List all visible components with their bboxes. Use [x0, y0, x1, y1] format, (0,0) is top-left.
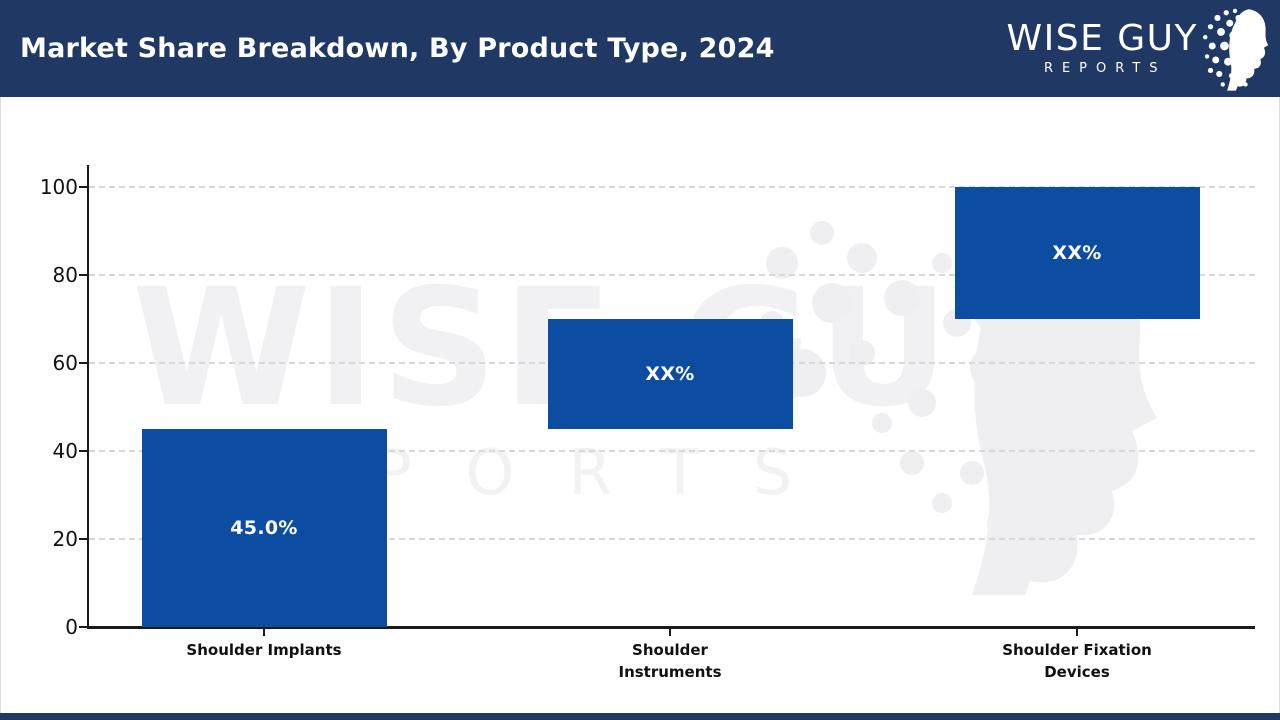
x-axis-spine — [87, 626, 1255, 629]
gridline — [89, 186, 1255, 188]
gridline — [89, 274, 1255, 276]
gridline — [89, 450, 1255, 452]
bar-value-label: XX% — [1052, 242, 1102, 264]
y-axis-tick — [79, 274, 87, 276]
bar-segment: XX% — [547, 319, 793, 429]
brand-logo: WISE GUY REPORTS — [1007, 6, 1280, 92]
x-axis-tick — [1076, 629, 1078, 636]
y-axis-tick-label: 0 — [65, 615, 78, 639]
page-title: Market Share Breakdown, By Product Type,… — [20, 33, 775, 64]
y-axis-tick-label: 40 — [52, 439, 78, 463]
bar-value-label: XX% — [645, 363, 695, 385]
footer-bar — [0, 713, 1280, 720]
brand-logo-text: WISE GUY REPORTS — [1006, 18, 1199, 77]
y-axis-spine — [87, 165, 89, 628]
x-axis-tick — [669, 629, 671, 636]
header: Market Share Breakdown, By Product Type,… — [0, 0, 1280, 97]
y-axis-tick-label: 100 — [39, 175, 78, 199]
y-axis-tick — [79, 450, 87, 452]
y-axis-tick — [79, 538, 87, 540]
bar-value-label: 45.0% — [230, 517, 298, 539]
bar-segment: XX% — [954, 187, 1200, 319]
logo-subtitle: REPORTS — [1043, 61, 1167, 76]
y-axis-tick-label: 80 — [52, 263, 78, 287]
x-axis-tick — [263, 629, 265, 636]
y-axis-tick — [79, 186, 87, 188]
x-axis-category-label: Shoulder Fixation Devices — [1002, 641, 1152, 681]
x-axis-category-label: Shoulder Implants — [186, 641, 342, 659]
logo-wordmark: WISE GUY — [1006, 18, 1198, 59]
gridline — [89, 538, 1255, 540]
x-axis-category-label: Shoulder Instruments — [618, 641, 722, 681]
logo-face-icon — [1203, 8, 1269, 91]
y-axis-tick-label: 20 — [52, 527, 78, 551]
y-axis-tick — [79, 626, 87, 628]
bar-segment: 45.0% — [141, 429, 387, 627]
y-axis-tick-label: 60 — [52, 351, 78, 375]
y-axis-tick — [79, 362, 87, 364]
